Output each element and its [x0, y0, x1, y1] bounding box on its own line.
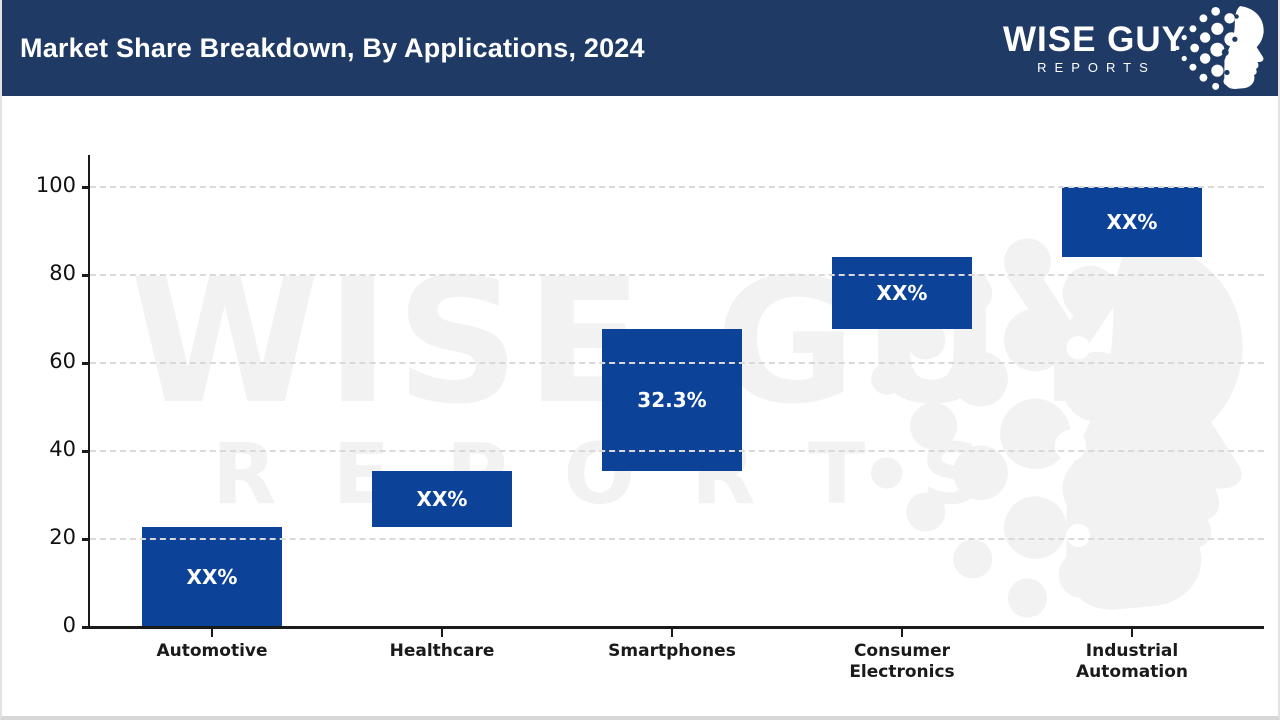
bar-automotive: XX% [142, 527, 282, 627]
bar-value-label: XX% [1106, 209, 1158, 234]
x-category-label-automotive: Automotive [156, 641, 268, 661]
logo-wordmark-line1: WISE GUY [1002, 20, 1186, 59]
bar-value-label: XX% [186, 565, 238, 590]
x-tick-mark [900, 628, 904, 637]
bar-value-label: 32.3% [637, 388, 707, 413]
y-tick-label: 80 [49, 261, 76, 285]
gridline-100 [90, 186, 1264, 188]
gridline-20 [90, 538, 1264, 540]
y-axis-line [87, 155, 90, 627]
x-category-label-smartphones: Smartphones [608, 641, 736, 661]
gridline-60 [90, 362, 1264, 364]
y-tick-mark [82, 538, 90, 541]
gridline-40 [90, 450, 1264, 452]
bar-industrial-automation: XX% [1062, 187, 1202, 257]
bar-smartphones: 32.3% [602, 329, 742, 472]
x-category-label-consumer-electronics: Consumer Electronics [849, 641, 955, 683]
y-tick-mark [82, 186, 90, 189]
x-axis-line [87, 625, 1264, 629]
logo-wordmark-line2: REPORTS [1037, 60, 1156, 75]
y-tick-mark [82, 450, 90, 453]
y-tick-label: 100 [35, 173, 76, 197]
y-tick-mark [82, 362, 90, 365]
y-tick-label: 40 [49, 437, 76, 461]
wiseguy-head-icon [1175, 6, 1264, 90]
x-category-label-healthcare: Healthcare [389, 641, 495, 661]
y-tick-mark [82, 626, 90, 629]
page-title: Market Share Breakdown, By Applications,… [20, 32, 645, 63]
y-tick-label: 0 [62, 613, 76, 637]
y-tick-mark [82, 274, 90, 277]
x-tick-mark [1130, 628, 1134, 637]
y-tick-label: 60 [49, 349, 76, 373]
watermark-line2: REPORTS [212, 425, 1038, 523]
bar-value-label: XX% [416, 487, 468, 512]
x-tick-mark [210, 628, 214, 637]
y-tick-label: 20 [49, 525, 76, 549]
gridline-80 [90, 274, 1264, 276]
watermark: WISE GUY REPORTS [2, 96, 1278, 716]
bar-consumer-electronics: XX% [832, 256, 972, 330]
bar-value-label: XX% [876, 281, 928, 306]
x-tick-mark [440, 628, 444, 637]
x-category-label-industrial-automation: Industrial Automation [1076, 641, 1188, 683]
logo-wordmark: WISE GUY REPORTS [1003, 22, 1186, 74]
x-tick-mark [670, 628, 674, 637]
bar-healthcare: XX% [372, 471, 512, 528]
header: Market Share Breakdown, By Applications,… [2, 0, 1278, 96]
wiseguy-logo: WISE GUY REPORTS [1003, 4, 1268, 92]
